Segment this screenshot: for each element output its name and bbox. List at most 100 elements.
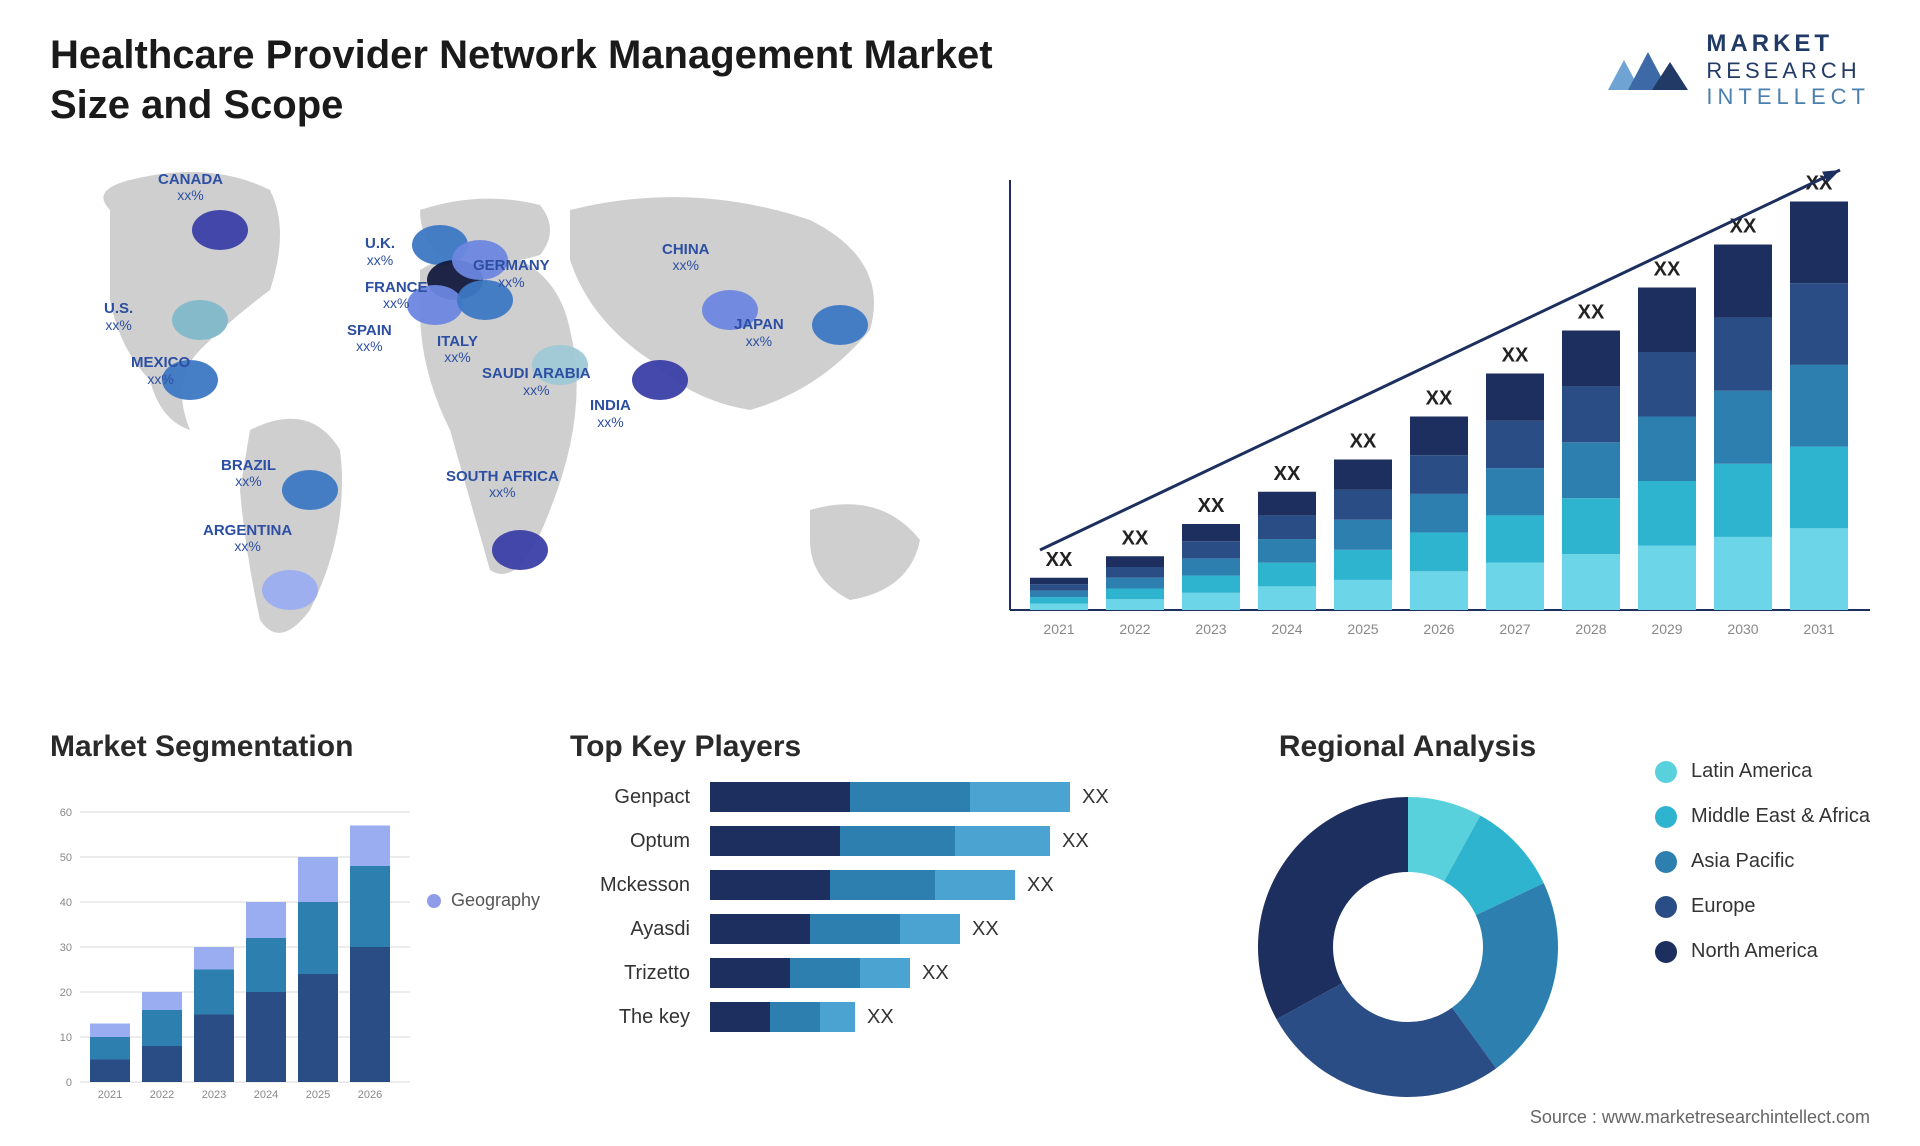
map-label-brazil: BRAZILxx%: [221, 458, 276, 491]
map-label-argentina: ARGENTINAxx%: [203, 523, 292, 556]
svg-text:XX: XX: [1274, 463, 1301, 485]
brand-logo: MARKET RESEARCH INTELLECT: [1606, 30, 1870, 110]
svg-text:2022: 2022: [150, 1089, 174, 1101]
legend-label: Geography: [451, 890, 540, 911]
svg-text:XX: XX: [1730, 216, 1757, 238]
svg-text:2021: 2021: [98, 1089, 122, 1101]
player-value: XX: [867, 1006, 894, 1029]
legend-label: Middle East & Africa: [1691, 805, 1870, 828]
player-row: Genpact XX: [570, 782, 1150, 812]
player-name: The key: [570, 1006, 690, 1029]
svg-text:2026: 2026: [1423, 621, 1454, 637]
player-row: Ayasdi XX: [570, 914, 1150, 944]
svg-text:XX: XX: [1426, 388, 1453, 410]
players-title: Top Key Players: [570, 730, 1150, 764]
player-bar: [710, 870, 1015, 900]
source-attribution: Source : www.marketresearchintellect.com: [1530, 1107, 1870, 1128]
logo-line2: RESEARCH: [1706, 58, 1870, 84]
logo-line3: INTELLECT: [1706, 84, 1870, 110]
player-value: XX: [1082, 786, 1109, 809]
svg-text:0: 0: [66, 1077, 72, 1089]
player-name: Mckesson: [570, 874, 690, 897]
map-label-france: FRANCExx%: [365, 280, 428, 313]
region-legend-item: Europe: [1655, 895, 1870, 918]
map-label-india: INDIAxx%: [590, 398, 631, 431]
player-value: XX: [922, 962, 949, 985]
map-label-japan: JAPANxx%: [734, 317, 784, 350]
regional-panel: Regional Analysis Latin America Middle Ea…: [1190, 730, 1870, 1130]
svg-text:2025: 2025: [1347, 621, 1378, 637]
legend-swatch-icon: [1655, 851, 1677, 873]
forecast-chart: 2021XX2022XX2023XX2024XX2025XX2026XX2027…: [990, 150, 1870, 690]
svg-text:50: 50: [60, 852, 72, 864]
player-value: XX: [972, 918, 999, 941]
svg-text:2025: 2025: [306, 1089, 330, 1101]
legend-swatch-icon: [1655, 806, 1677, 828]
svg-text:XX: XX: [1350, 431, 1377, 453]
player-bar: [710, 958, 910, 988]
svg-text:2024: 2024: [254, 1089, 278, 1101]
svg-text:60: 60: [60, 807, 72, 819]
regional-legend: Latin America Middle East & Africa Asia Pa…: [1655, 760, 1870, 963]
svg-text:XX: XX: [1046, 549, 1073, 571]
region-legend-item: Latin America: [1655, 760, 1870, 783]
player-row: Trizetto XX: [570, 958, 1150, 988]
map-label-south-africa: SOUTH AFRICAxx%: [446, 469, 559, 502]
regional-title: Regional Analysis: [1190, 730, 1625, 764]
player-name: Genpact: [570, 786, 690, 809]
svg-text:XX: XX: [1198, 495, 1225, 517]
player-name: Trizetto: [570, 962, 690, 985]
player-value: XX: [1027, 874, 1054, 897]
segmentation-legend: Geography: [427, 890, 540, 911]
map-label-canada: CANADAxx%: [158, 172, 223, 205]
player-name: Ayasdi: [570, 918, 690, 941]
legend-label: Europe: [1691, 895, 1756, 918]
player-row: Optum XX: [570, 826, 1150, 856]
players-panel: Top Key Players GenpactXXOptumXXMckesson…: [570, 730, 1150, 1130]
svg-text:2027: 2027: [1499, 621, 1530, 637]
region-legend-item: Asia Pacific: [1655, 850, 1870, 873]
player-bar: [710, 826, 1050, 856]
svg-text:2021: 2021: [1043, 621, 1074, 637]
svg-text:2031: 2031: [1803, 621, 1834, 637]
donut-chart-svg: [1248, 782, 1568, 1102]
player-value: XX: [1062, 830, 1089, 853]
region-legend-item: North America: [1655, 940, 1870, 963]
player-bar: [710, 914, 960, 944]
svg-text:20: 20: [60, 987, 72, 999]
region-legend-item: Middle East & Africa: [1655, 805, 1870, 828]
player-bar: [710, 1002, 855, 1032]
map-label-germany: GERMANYxx%: [473, 258, 550, 291]
map-label-saudi-arabia: SAUDI ARABIAxx%: [482, 366, 591, 399]
svg-text:2030: 2030: [1727, 621, 1758, 637]
svg-text:XX: XX: [1578, 302, 1605, 324]
map-label-spain: SPAINxx%: [347, 323, 392, 356]
segmentation-panel: Market Segmentation 01020304050602021202…: [50, 730, 530, 1130]
map-label-u-s-: U.S.xx%: [104, 301, 133, 334]
svg-text:2024: 2024: [1271, 621, 1302, 637]
logo-line1: MARKET: [1706, 30, 1870, 58]
segmentation-title: Market Segmentation: [50, 730, 530, 764]
segmentation-chart-svg: 0102030405060202120222023202420252026: [50, 782, 410, 1112]
map-label-u-k-: U.K.xx%: [365, 236, 395, 269]
page-title: Healthcare Provider Network Management M…: [50, 30, 1050, 130]
world-map-svg: [50, 150, 950, 690]
player-row: The key XX: [570, 1002, 1150, 1032]
svg-text:XX: XX: [1502, 345, 1529, 367]
legend-swatch-icon: [1655, 941, 1677, 963]
svg-text:40: 40: [60, 897, 72, 909]
svg-text:2023: 2023: [202, 1089, 226, 1101]
logo-mark-icon: [1606, 40, 1692, 100]
forecast-chart-svg: 2021XX2022XX2023XX2024XX2025XX2026XX2027…: [990, 150, 1870, 670]
player-bar: [710, 782, 1070, 812]
svg-text:XX: XX: [1654, 259, 1681, 281]
legend-swatch-icon: [1655, 896, 1677, 918]
svg-text:2026: 2026: [358, 1089, 382, 1101]
svg-text:XX: XX: [1122, 527, 1149, 549]
world-map: CANADAxx% U.S.xx% MEXICOxx% BRAZILxx% ARGENT…: [50, 150, 950, 690]
player-name: Optum: [570, 830, 690, 853]
svg-text:2023: 2023: [1195, 621, 1226, 637]
map-label-italy: ITALYxx%: [437, 334, 478, 367]
map-label-mexico: MEXICOxx%: [131, 355, 190, 388]
player-row: Mckesson XX: [570, 870, 1150, 900]
